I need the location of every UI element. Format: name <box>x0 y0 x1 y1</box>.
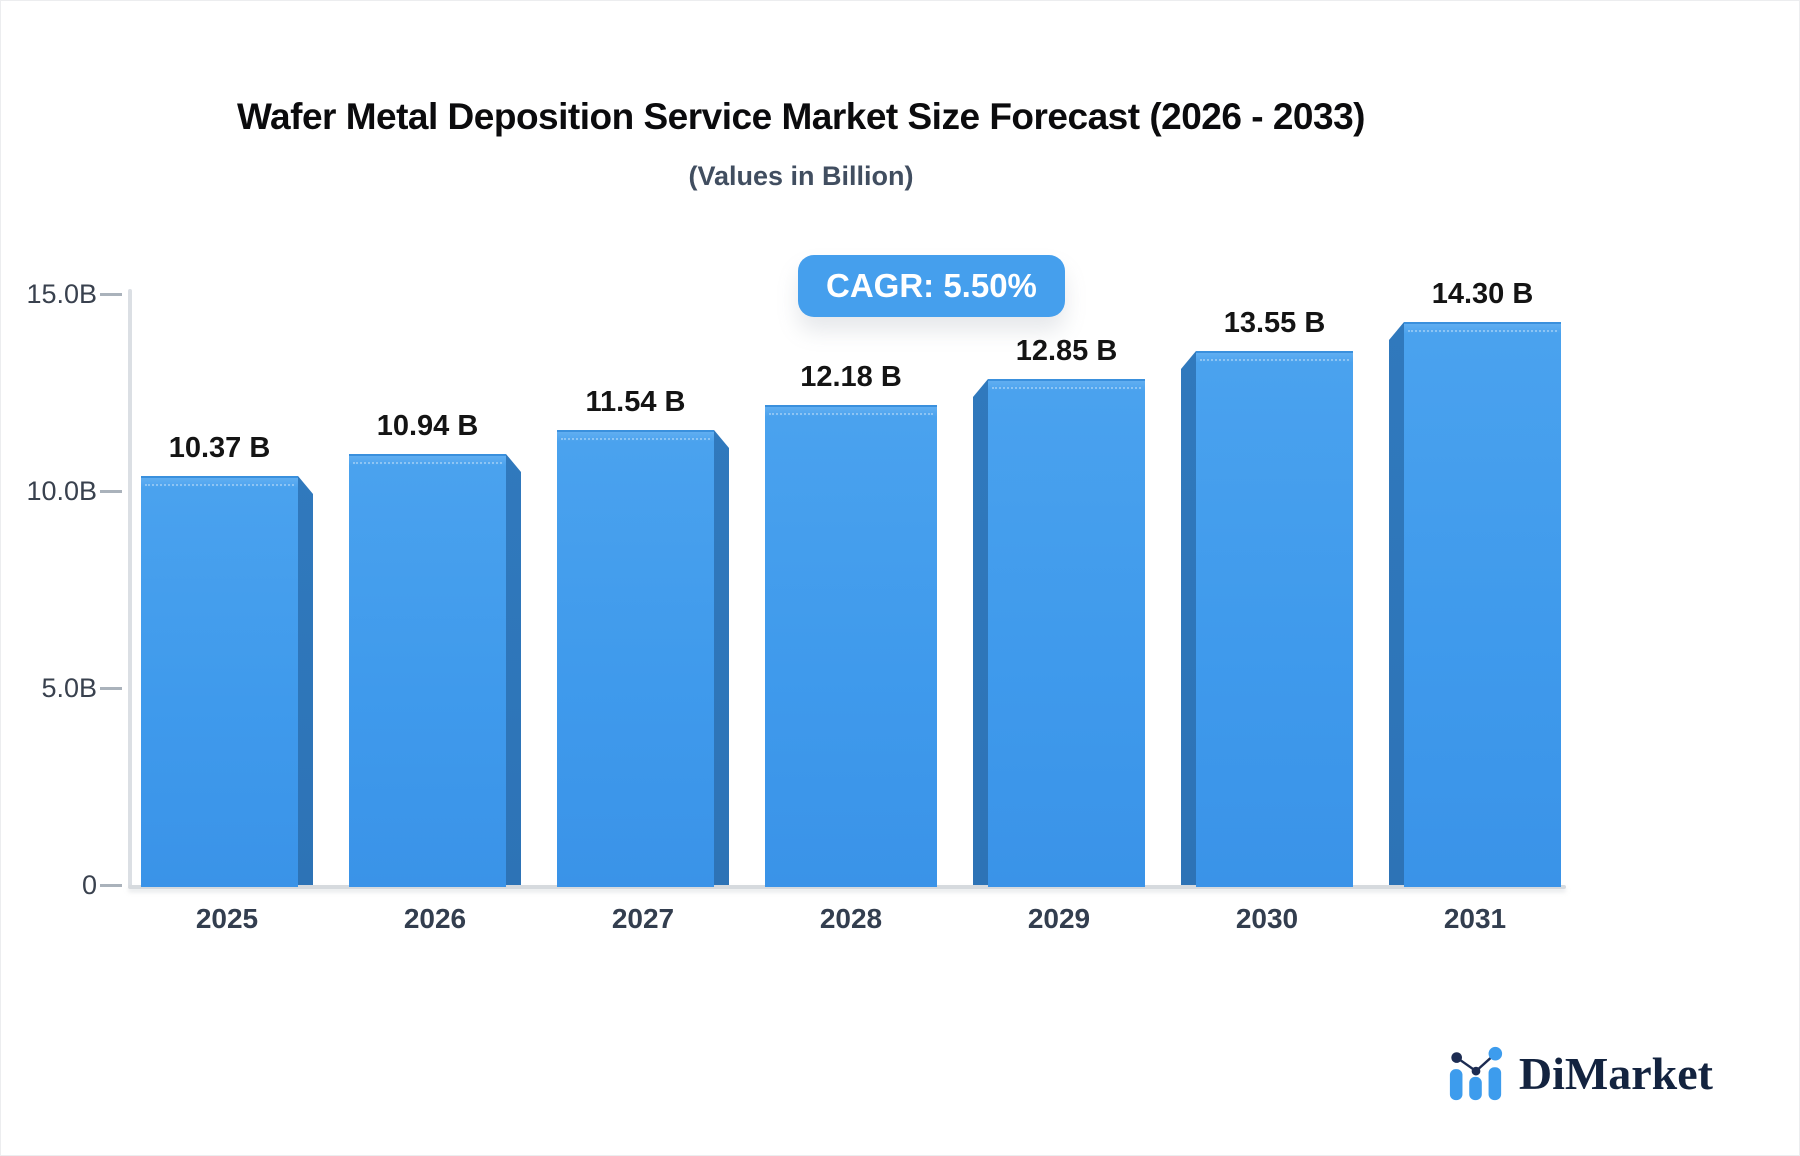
brand-logo: DiMarket <box>1447 1043 1713 1105</box>
x-tick-label: 2028 <box>819 903 883 934</box>
y-tick-mark <box>100 293 122 296</box>
bar-2031 <box>1404 322 1561 887</box>
chart-subtitle: (Values in Billion) <box>688 161 914 191</box>
bar-2026 <box>349 454 506 887</box>
brand-logo-text: DiMarket <box>1518 1048 1713 1099</box>
bar-3d-side <box>714 430 729 885</box>
bar-value-label: 12.85 B <box>1015 335 1118 367</box>
bar-3d-side <box>1181 351 1196 885</box>
x-tick-label: 2031 <box>1443 903 1507 934</box>
bar-3d-side <box>298 476 313 885</box>
cagr-badge: CAGR: 5.50% <box>798 255 1065 317</box>
bar-3d-side <box>973 379 988 885</box>
bar-value-label: 11.54 B <box>585 386 686 418</box>
x-tick-label: 2027 <box>611 903 675 934</box>
dimarket-chart-icon <box>1449 1046 1502 1101</box>
bar-2027 <box>557 430 714 887</box>
y-tick-mark <box>100 490 122 493</box>
y-axis-line <box>128 289 132 887</box>
x-axis-line <box>128 885 1566 889</box>
chart-title: Wafer Metal Deposition Service Market Si… <box>237 96 1365 137</box>
bar-value-label: 12.18 B <box>800 361 902 393</box>
y-tick-label: 15.0B <box>26 279 97 309</box>
bar-value-label: 14.30 B <box>1431 278 1534 310</box>
bar-value-label: 10.37 B <box>168 432 271 464</box>
y-tick-mark <box>100 687 122 690</box>
y-tick-label: 0 <box>81 870 97 900</box>
bar-2030 <box>1196 351 1353 887</box>
bar-2025 <box>141 476 298 887</box>
bar-value-label: 13.55 B <box>1223 307 1326 339</box>
y-tick-label: 5.0B <box>41 673 97 703</box>
x-tick-label: 2025 <box>195 903 259 934</box>
bar-2029 <box>988 379 1145 887</box>
x-tick-label: 2029 <box>1027 903 1091 934</box>
y-tick-mark <box>100 884 122 887</box>
bar-3d-side <box>1389 322 1404 885</box>
x-tick-label: 2026 <box>403 903 467 934</box>
bar-2028 <box>765 405 937 887</box>
y-tick-label: 10.0B <box>26 476 97 506</box>
bar-3d-side <box>506 454 521 885</box>
x-tick-label: 2030 <box>1235 903 1299 934</box>
bar-value-label: 10.94 B <box>376 410 479 442</box>
